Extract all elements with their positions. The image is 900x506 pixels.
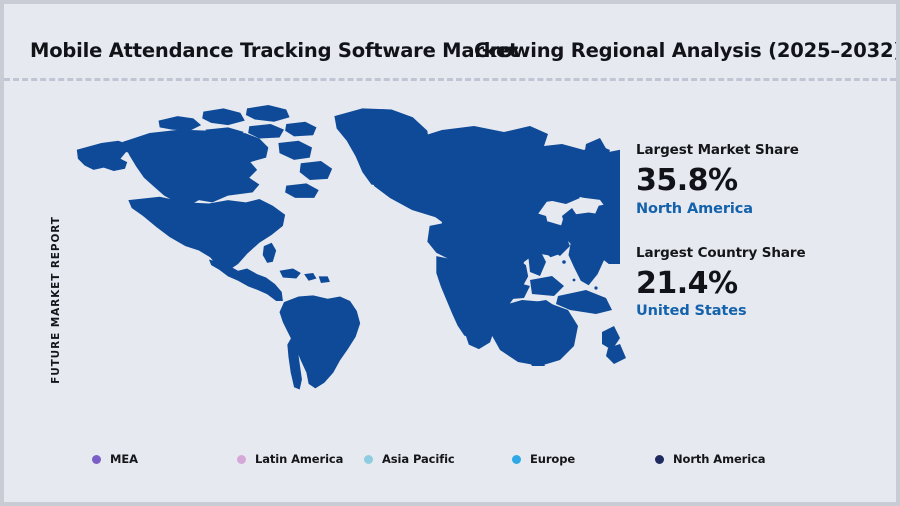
asia-oceania-landmasses [374,126,626,370]
world-map-asia-oceania [334,104,634,370]
legend-item-mea[interactable]: MEA [92,452,138,466]
stat-value-country-share: 21.4% [636,265,738,301]
legend-item-europe[interactable]: Europe [512,452,575,466]
stat-label-market-share: Largest Market Share [636,142,799,158]
legend-dot-asia-pacific [364,454,373,464]
legend-item-north-america[interactable]: North America [655,452,766,466]
legend-dot-latin-america [237,454,246,464]
stat-block-market-share: Largest Market Share 35.8% North America [636,142,886,217]
legend-label-europe: Europe [530,452,576,466]
legend-label-mea: MEA [110,452,138,466]
legend-item-latin-america[interactable]: Latin America [237,452,343,466]
stat-region-market-share: North America [636,200,753,217]
legend-dot-mea [92,454,101,464]
stats-panel: Largest Market Share 35.8% North America… [636,142,886,347]
stat-block-country-share: Largest Country Share 21.4% United State… [636,245,886,320]
legend-label-latin-america: Latin America [255,452,344,466]
stat-region-country-share: United States [636,303,747,319]
chart-legend: MEA Latin America Asia Pacific Europe No… [92,452,792,474]
stat-label-country-share: Largest Country Share [636,244,806,261]
title-bar: Mobile Attendance Tracking Software Mark… [4,4,896,76]
stat-value-market-share: 35.8% [636,163,738,198]
infographic-canvas: Mobile Attendance Tracking Software Mark… [4,4,896,502]
legend-label-north-america: North America [673,452,766,466]
legend-label-asia-pacific: Asia Pacific [382,452,455,466]
page-title-primary: Mobile Attendance Tracking Software Mark… [30,39,519,62]
legend-dot-europe [512,454,521,464]
title-divider [4,78,896,81]
page-title-secondary: Growing Regional Analysis (2025–2032) [474,39,896,62]
legend-dot-north-america [655,454,664,464]
legend-item-asia-pacific[interactable]: Asia Pacific [364,452,455,466]
